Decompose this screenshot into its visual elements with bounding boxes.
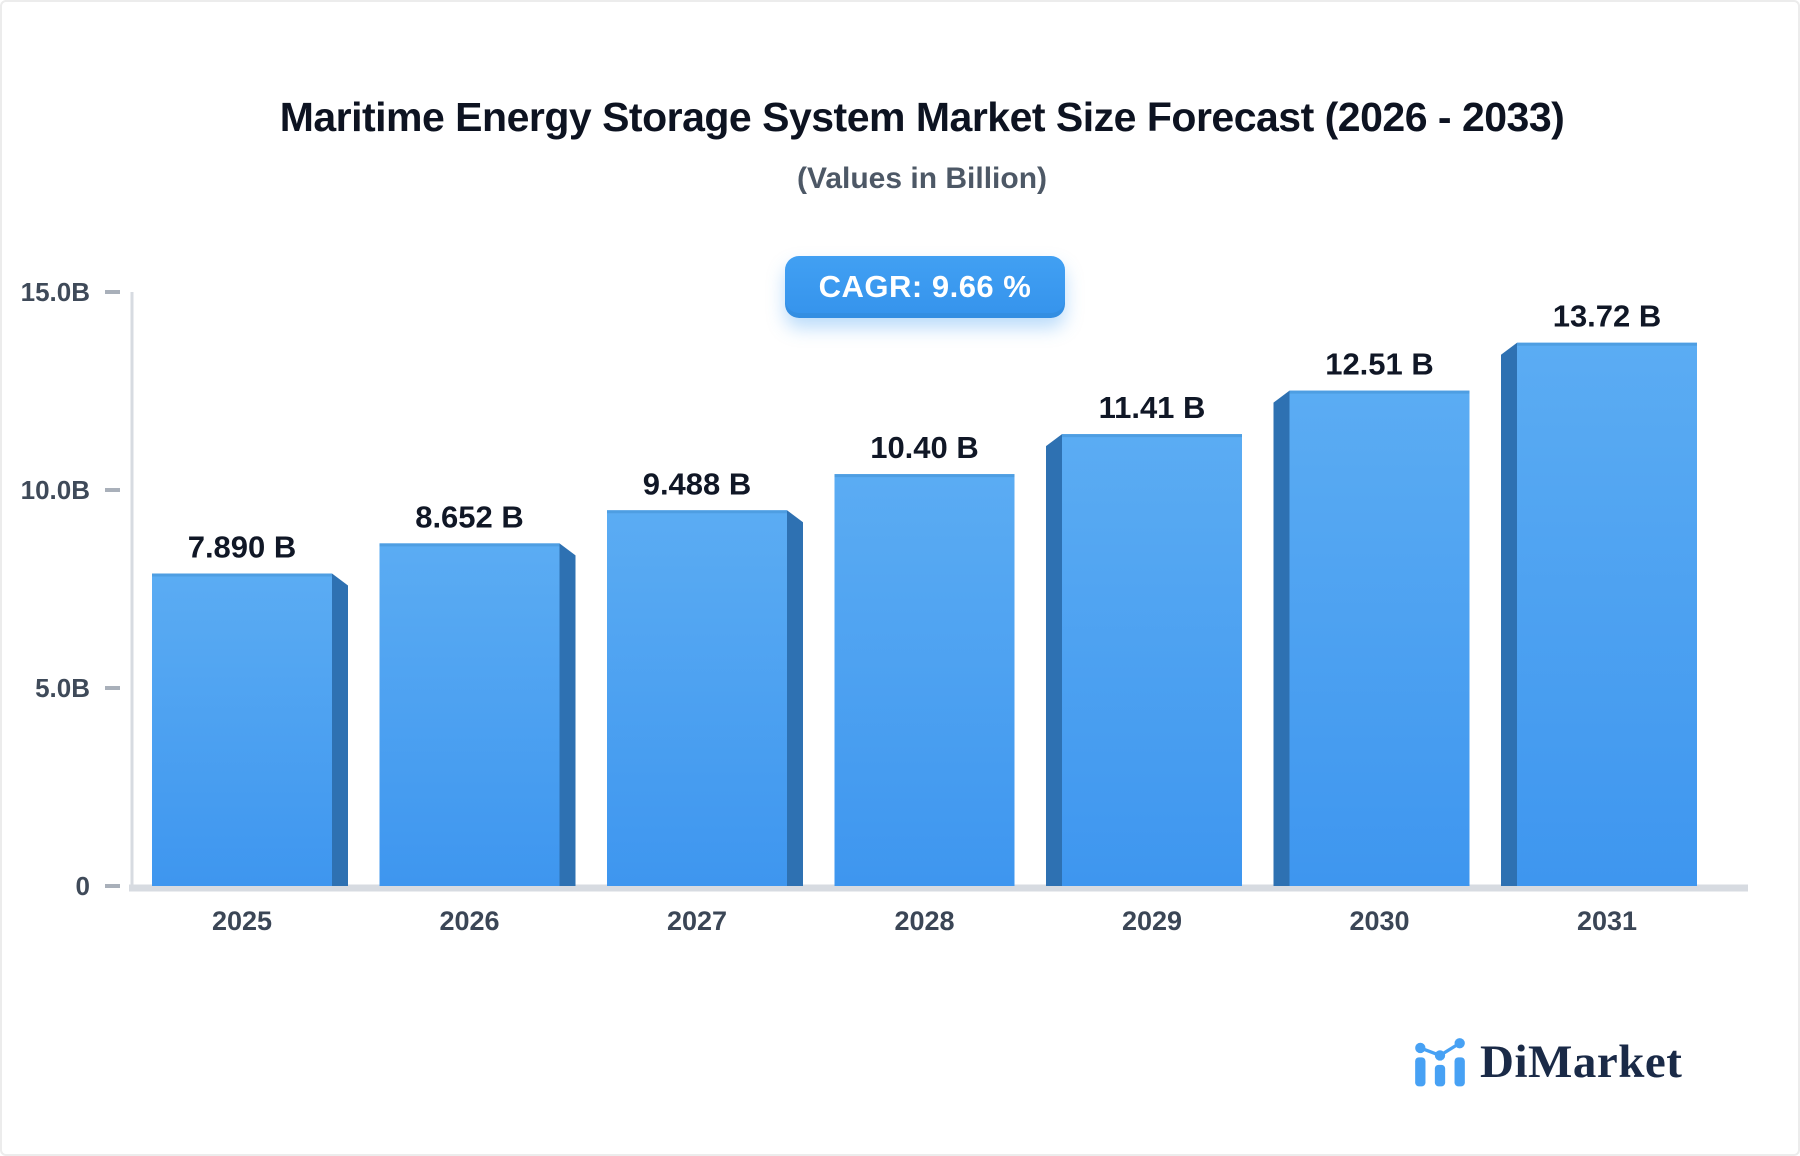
x-axis-label-2029: 2029 [1122, 906, 1182, 936]
bar-2025-value-label: 7.890 B [188, 530, 297, 565]
y-axis-tick-label: 0 [76, 871, 90, 901]
bar-2029 [1062, 434, 1242, 886]
bar-2030-value-label: 12.51 B [1325, 347, 1434, 382]
y-axis-tick-label: 10.0B [21, 475, 90, 505]
x-axis-label-2025: 2025 [212, 906, 272, 936]
bar-2027 [607, 510, 787, 886]
bar-2031-side [1501, 342, 1517, 886]
bar-2025 [152, 573, 332, 886]
bar-2031 [1517, 342, 1697, 886]
bar-2028 [834, 474, 1015, 886]
y-axis-tick-label: 15.0B [21, 277, 90, 307]
bar-2027-side [787, 510, 803, 886]
x-axis-label-2030: 2030 [1349, 906, 1409, 936]
y-axis-tick-label: 5.0B [35, 673, 90, 703]
bar-2027-value-label: 9.488 B [643, 466, 752, 501]
brand-logo-text: DiMarket [1480, 1036, 1683, 1088]
bar-2028-value-label: 10.40 B [870, 430, 979, 465]
x-axis-label-2026: 2026 [439, 906, 499, 936]
page-title: Maritime Energy Storage System Market Si… [279, 94, 1565, 140]
bar-chart-logo-icon [1415, 1038, 1465, 1087]
bar-2029-value-label: 11.41 B [1099, 390, 1206, 425]
x-axis-label-2028: 2028 [894, 906, 954, 936]
bar-2026-value-label: 8.652 B [415, 499, 524, 534]
page-subtitle: (Values in Billion) [796, 162, 1048, 195]
bar-2026 [379, 543, 560, 886]
x-axis-label-2027: 2027 [667, 906, 727, 936]
bar-2029-side [1046, 434, 1062, 886]
bar-2030-side [1273, 390, 1290, 886]
cagr-badge: CAGR: 9.66 % [785, 256, 1065, 318]
brand-logo: DiMarket [1410, 1032, 1682, 1092]
bar-2026-side [559, 543, 576, 886]
cagr-badge-label: CAGR: 9.66 % [818, 269, 1032, 304]
bar-2031-value-label: 13.72 B [1553, 299, 1662, 334]
bar-2030 [1289, 390, 1470, 886]
x-axis-label-2031: 2031 [1577, 906, 1637, 936]
bar-2025-side [332, 573, 348, 886]
